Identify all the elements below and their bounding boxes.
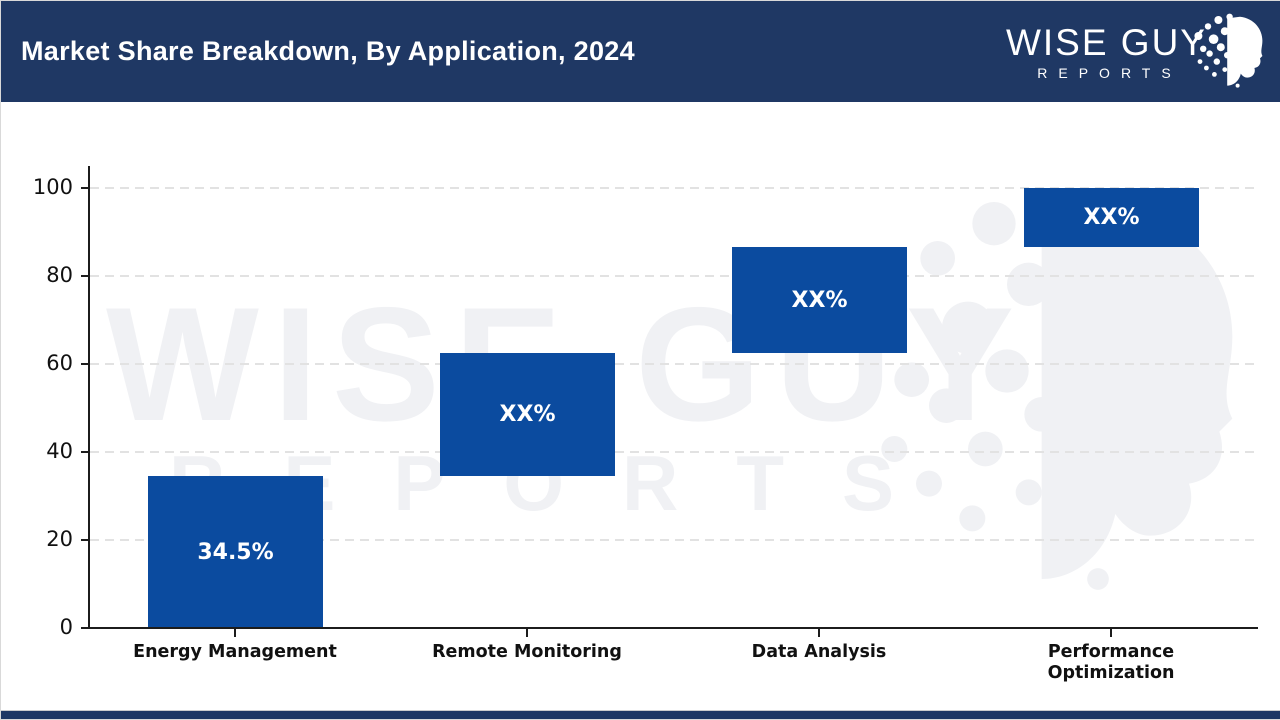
x-axis-label-data-analysis: Data Analysis (751, 642, 887, 662)
y-tickmark-0 (81, 627, 89, 629)
header-bar: Market Share Breakdown, By Application, … (1, 1, 1280, 102)
x-axis-line (88, 627, 1258, 629)
gridline-100 (90, 187, 1256, 189)
dotted-head-profile-icon (1194, 13, 1263, 88)
bar-value-label-energy-management: 34.5% (197, 539, 274, 565)
y-tickmark-80 (81, 275, 89, 277)
x-tickmark-performance-optimization (1110, 629, 1112, 637)
y-tickmark-20 (81, 539, 89, 541)
y-tick-label-20: 20 (46, 527, 73, 551)
gridline-40 (90, 451, 1256, 453)
y-tickmark-40 (81, 451, 89, 453)
bar-value-label-data-analysis: XX% (791, 287, 848, 313)
x-axis-label-remote-monitoring: Remote Monitoring (432, 642, 622, 662)
x-tickmark-remote-monitoring (526, 629, 528, 637)
chart-area: WISE GUY REPORTS 02040608010034.5%Energy… (1, 102, 1280, 712)
x-tickmark-data-analysis (818, 629, 820, 637)
footer-bar (1, 710, 1280, 719)
y-axis-line (88, 166, 90, 629)
bar-performance-optimization: XX% (1024, 188, 1199, 248)
bar-energy-management: 34.5% (148, 476, 323, 628)
x-tickmark-energy-management (234, 629, 236, 637)
y-tick-label-40: 40 (46, 439, 73, 463)
bar-value-label-performance-optimization: XX% (1083, 205, 1140, 231)
gridline-80 (90, 275, 1256, 277)
logo-text: WISE GUY REPORTS (1006, 24, 1207, 80)
bar-value-label-remote-monitoring: XX% (499, 402, 556, 428)
y-tickmark-100 (81, 187, 89, 189)
y-tickmark-60 (81, 363, 89, 365)
gridline-60 (90, 363, 1256, 365)
x-axis-label-energy-management: Energy Management (133, 642, 337, 662)
page-title: Market Share Breakdown, By Application, … (21, 36, 635, 66)
y-tick-label-80: 80 (46, 263, 73, 287)
wise-guy-reports-logo: WISE GUY REPORTS (1006, 12, 1265, 92)
y-tick-label-0: 0 (59, 615, 73, 639)
bar-remote-monitoring: XX% (440, 353, 615, 477)
x-axis-label-performance-optimization: Performance Optimization (1047, 642, 1175, 683)
bar-data-analysis: XX% (732, 247, 907, 353)
logo-subtitle: REPORTS (1037, 64, 1182, 81)
y-tick-label-100: 100 (32, 175, 73, 199)
y-tick-label-60: 60 (46, 351, 73, 375)
logo-wordmark: WISE GUY (1005, 21, 1207, 63)
gridline-20 (90, 539, 1256, 541)
